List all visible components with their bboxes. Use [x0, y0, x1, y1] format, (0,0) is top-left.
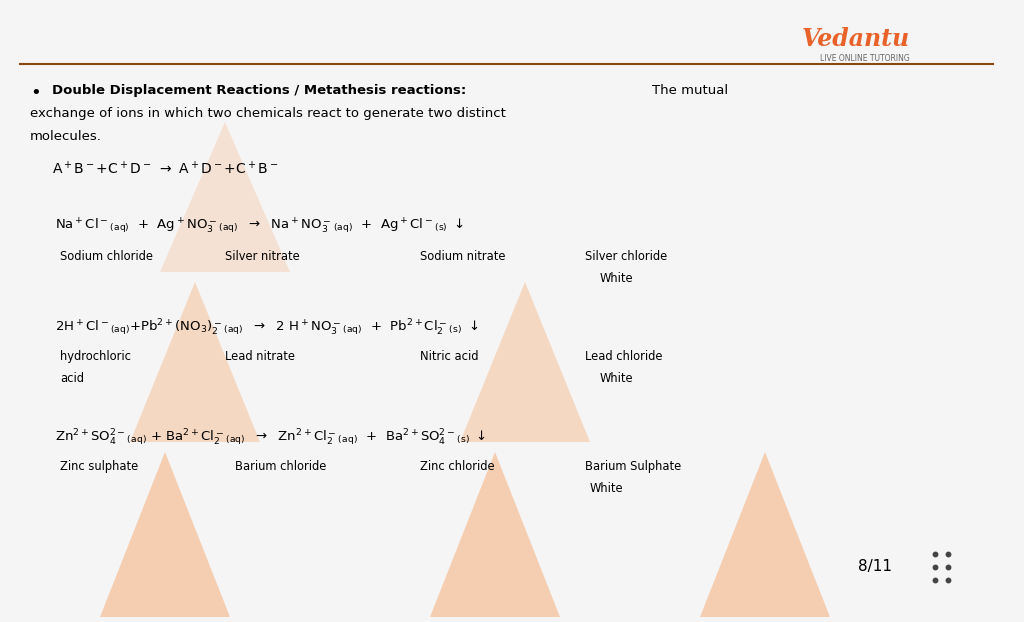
Text: molecules.: molecules. — [30, 130, 101, 143]
Text: Lead nitrate: Lead nitrate — [225, 350, 295, 363]
Text: Lead chloride: Lead chloride — [585, 350, 663, 363]
Text: Nitric acid: Nitric acid — [420, 350, 478, 363]
Text: Barium chloride: Barium chloride — [234, 460, 327, 473]
Text: Zinc sulphate: Zinc sulphate — [60, 460, 138, 473]
Text: Barium Sulphate: Barium Sulphate — [585, 460, 681, 473]
Text: White: White — [590, 482, 624, 495]
Text: White: White — [600, 272, 634, 285]
Text: Sodium nitrate: Sodium nitrate — [420, 250, 506, 263]
Text: Silver nitrate: Silver nitrate — [225, 250, 300, 263]
Text: acid: acid — [60, 372, 84, 385]
Text: Silver chloride: Silver chloride — [585, 250, 668, 263]
Polygon shape — [700, 452, 830, 617]
Text: Zn$^{2+}$SO$_4^{2-}$$_\mathrm{(aq)}$ + Ba$^{2+}$Cl$_2^-$$_\mathrm{(aq)}$  $\righ: Zn$^{2+}$SO$_4^{2-}$$_\mathrm{(aq)}$ + B… — [55, 427, 486, 448]
Polygon shape — [130, 282, 260, 442]
Polygon shape — [460, 282, 590, 442]
Text: exchange of ions in which two chemicals react to generate two distinct: exchange of ions in which two chemicals … — [30, 107, 506, 120]
Text: Zinc chloride: Zinc chloride — [420, 460, 495, 473]
Text: 2H$^+$Cl$^-$$_\mathrm{(aq)}$+Pb$^{2+}$(NO$_3$)$_2^-$$_\mathrm{(aq)}$  $\rightarr: 2H$^+$Cl$^-$$_\mathrm{(aq)}$+Pb$^{2+}$(N… — [55, 317, 478, 338]
Text: Double Displacement Reactions / Metathesis reactions:: Double Displacement Reactions / Metathes… — [52, 84, 466, 97]
Polygon shape — [100, 452, 230, 617]
Text: White: White — [600, 372, 634, 385]
Text: Sodium chloride: Sodium chloride — [60, 250, 153, 263]
Text: •: • — [30, 84, 41, 102]
Text: A$^+$B$^-$+C$^+$D$^-$ $\rightarrow$ A$^+$D$^-$+C$^+$B$^-$: A$^+$B$^-$+C$^+$D$^-$ $\rightarrow$ A$^+… — [52, 160, 279, 177]
Text: hydrochloric: hydrochloric — [60, 350, 131, 363]
Polygon shape — [430, 452, 560, 617]
Text: Vedantu: Vedantu — [802, 27, 910, 51]
Text: The mutual: The mutual — [652, 84, 728, 97]
Text: 8/11: 8/11 — [858, 560, 892, 575]
Text: Na$^+$Cl$^-$$_\mathrm{(aq)}$  +  Ag$^+$NO$_3^-$$_\mathrm{(aq)}$  $\rightarrow$  : Na$^+$Cl$^-$$_\mathrm{(aq)}$ + Ag$^+$NO$… — [55, 217, 464, 236]
Text: LIVE ONLINE TUTORING: LIVE ONLINE TUTORING — [820, 54, 910, 63]
Polygon shape — [160, 122, 290, 272]
